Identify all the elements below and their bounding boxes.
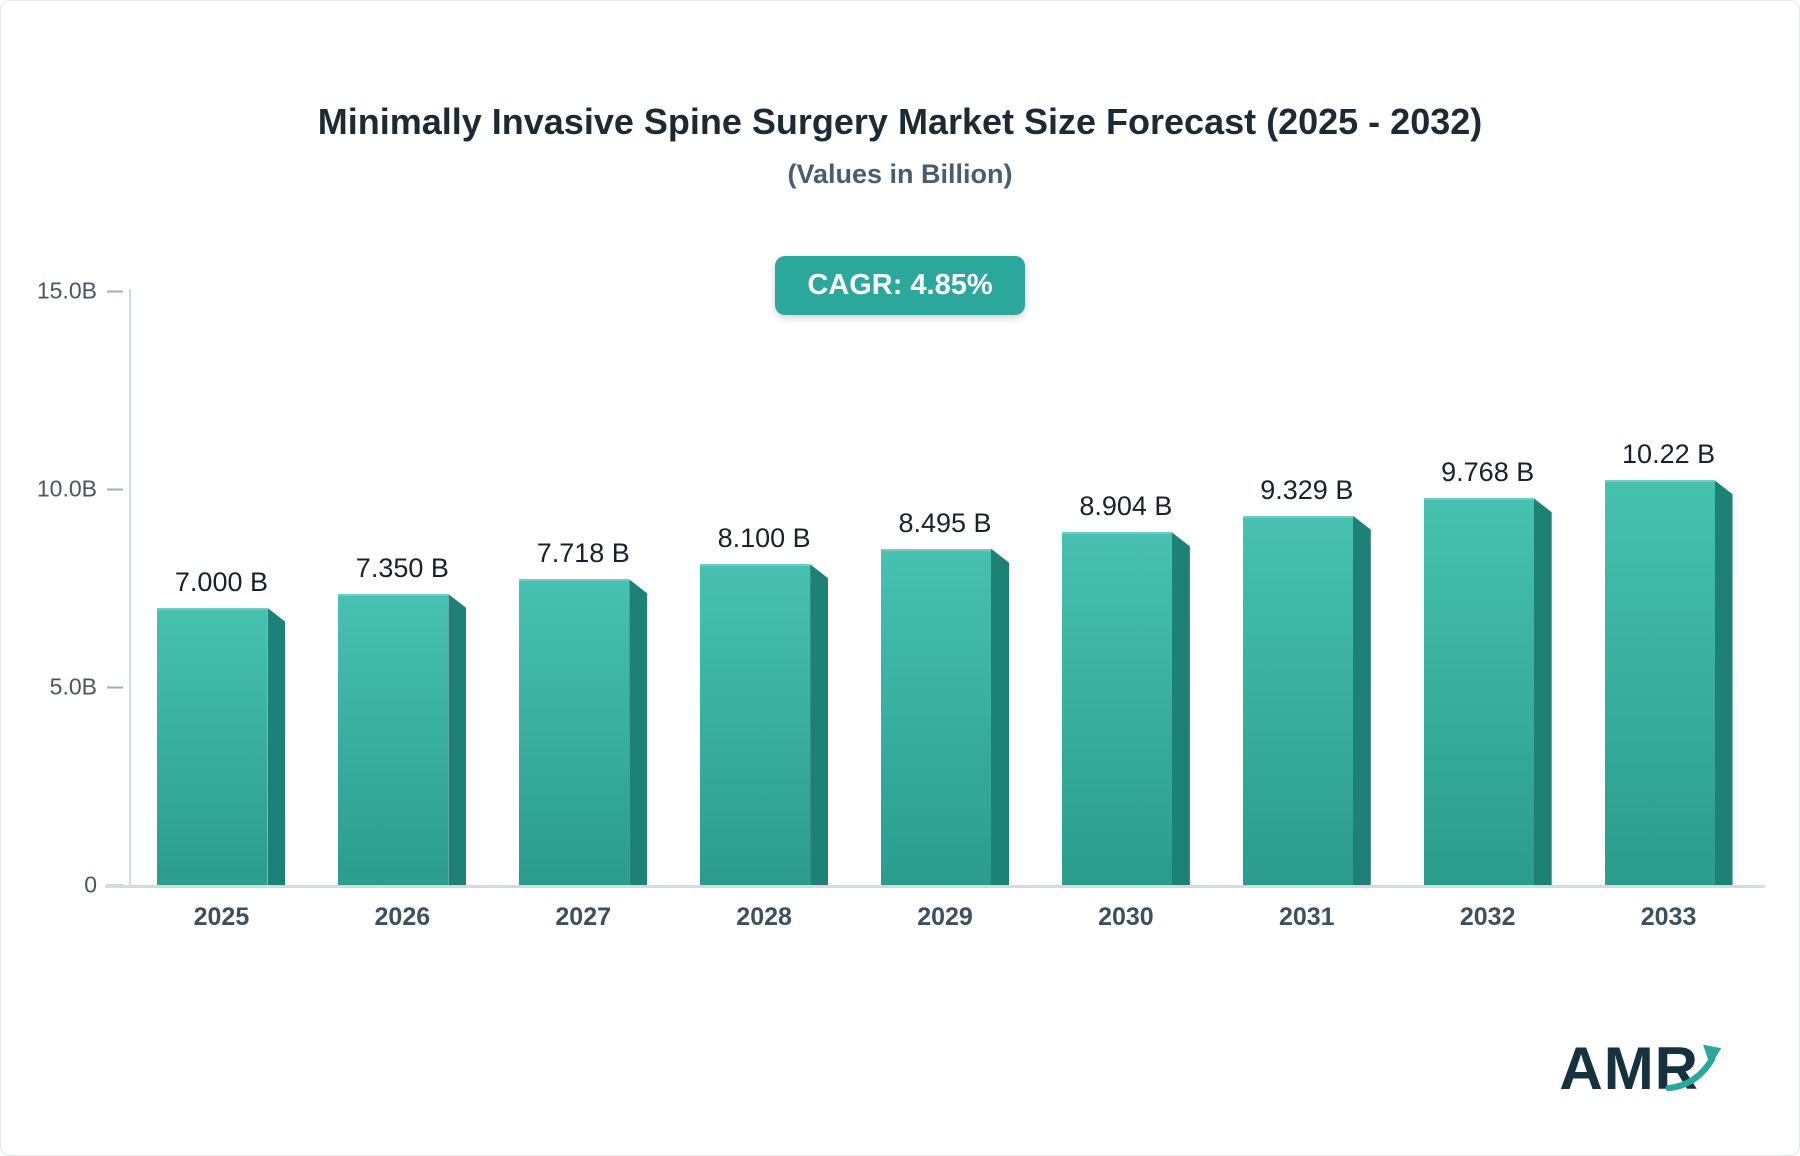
bar-front-face bbox=[1061, 532, 1172, 885]
bar-group: 7.000 B bbox=[131, 291, 312, 885]
bar-group: 10.22 B bbox=[1578, 291, 1759, 885]
amr-logo-text: AMR bbox=[1559, 1035, 1699, 1102]
bar-group: 7.350 B bbox=[312, 291, 493, 885]
bar-side-face bbox=[810, 564, 829, 885]
bar bbox=[1242, 515, 1371, 885]
bar-side-face bbox=[1171, 532, 1190, 885]
bar-front-face bbox=[1242, 515, 1353, 885]
bar-front-face bbox=[881, 548, 991, 885]
bar bbox=[700, 564, 829, 885]
y-axis: 0 5.0B 10.0B 15.0B bbox=[1, 278, 129, 898]
bar-front-face bbox=[338, 593, 449, 885]
bar-group: 8.495 B bbox=[855, 291, 1036, 885]
bar-value-label: 8.495 B bbox=[898, 507, 992, 538]
bar-value-label: 7.350 B bbox=[355, 552, 449, 583]
x-axis-label: 2032 bbox=[1459, 903, 1516, 931]
x-axis-label: 2025 bbox=[193, 903, 250, 931]
tick-mark bbox=[107, 488, 123, 490]
bar-value-label: 8.100 B bbox=[717, 523, 811, 554]
bar-group: 8.904 B bbox=[1035, 291, 1216, 885]
y-tick: 5.0B bbox=[50, 674, 123, 701]
bar-value-label: 7.718 B bbox=[536, 538, 630, 569]
bar-front-face bbox=[1604, 480, 1715, 885]
bar-front-face bbox=[1423, 498, 1534, 885]
chart-title: Minimally Invasive Spine Surgery Market … bbox=[317, 101, 1483, 142]
bar-group: 9.768 B bbox=[1397, 291, 1578, 885]
bar bbox=[338, 593, 467, 885]
bar-value-label: 8.904 B bbox=[1079, 491, 1173, 522]
bar bbox=[1061, 532, 1190, 885]
x-axis-label: 2027 bbox=[555, 903, 612, 931]
bar-side-face bbox=[991, 548, 1009, 885]
y-tick-label: 5.0B bbox=[49, 673, 97, 700]
x-axis-label: 2028 bbox=[736, 903, 792, 931]
cagr-badge: CAGR: 4.85% bbox=[775, 256, 1025, 315]
x-axis-label: 2029 bbox=[917, 903, 973, 931]
x-axis-label: 2031 bbox=[1278, 903, 1335, 931]
x-axis-label: 2033 bbox=[1640, 903, 1697, 931]
x-axis-labels: 2025 2026 2027 2028 2029 2030 2031 2032 2033 bbox=[131, 903, 1759, 932]
y-axis-line bbox=[129, 289, 131, 887]
bars: 7.000 B 7.350 B 7.718 B 8.100 B 8.495 B 8.904… bbox=[131, 291, 1759, 885]
bar-value-label: 10.22 B bbox=[1622, 439, 1716, 470]
bar-group: 8.100 B bbox=[674, 291, 855, 885]
bar-side-face bbox=[267, 607, 286, 885]
bar bbox=[1604, 480, 1733, 885]
y-tick: 10.0B bbox=[37, 476, 123, 503]
tick-mark bbox=[107, 290, 123, 292]
bar bbox=[1423, 498, 1552, 885]
bar bbox=[157, 607, 286, 885]
bar-side-face bbox=[1533, 498, 1552, 885]
bar-front-face bbox=[157, 607, 268, 885]
x-axis-label: 2030 bbox=[1098, 903, 1154, 931]
bar-value-label: 7.000 B bbox=[174, 566, 268, 597]
bar-side-face bbox=[629, 579, 648, 885]
y-tick-label: 15.0B bbox=[36, 277, 97, 304]
x-axis-label: 2026 bbox=[374, 903, 431, 931]
bar-group: 7.718 B bbox=[493, 291, 674, 885]
bar-front-face bbox=[519, 579, 630, 885]
chart-subtitle: (Values in Billion) bbox=[787, 159, 1013, 189]
x-axis-line bbox=[105, 885, 1765, 888]
y-tick-label: 10.0B bbox=[36, 475, 97, 502]
bar-value-label: 9.768 B bbox=[1441, 457, 1535, 488]
tick-mark bbox=[107, 686, 123, 688]
growth-arrow-icon bbox=[1665, 1044, 1722, 1092]
bar-front-face bbox=[700, 564, 811, 885]
bar-side-face bbox=[448, 593, 467, 885]
amr-logo: AMR bbox=[1559, 1034, 1723, 1103]
bar-side-face bbox=[1352, 515, 1371, 885]
y-tick-label: 0 bbox=[84, 871, 97, 898]
bar bbox=[519, 579, 648, 885]
y-tick: 15.0B bbox=[37, 278, 123, 305]
bar-side-face bbox=[1714, 480, 1733, 885]
bar-value-label: 9.329 B bbox=[1260, 474, 1354, 505]
bar bbox=[881, 548, 1009, 885]
bar-group: 9.329 B bbox=[1216, 291, 1397, 885]
